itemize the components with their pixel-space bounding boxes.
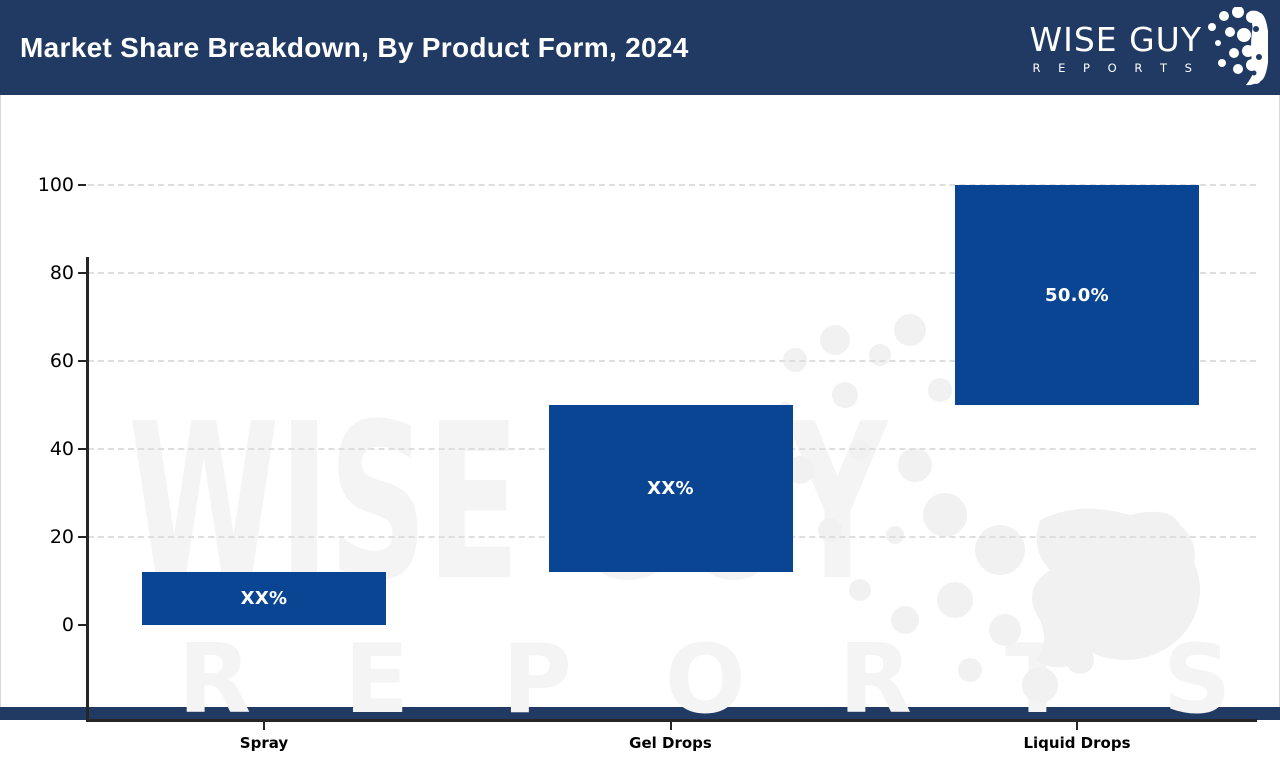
logo-face-icon xyxy=(1208,7,1268,86)
y-tick-100 xyxy=(78,184,86,186)
bar-value-label: 50.0% xyxy=(1045,284,1109,306)
x-label-spray: Spray xyxy=(239,734,289,752)
y-tick-label-0: 0 xyxy=(61,614,74,636)
header-bar: Market Share Breakdown, By Product Form,… xyxy=(0,0,1280,95)
y-tick-label-60: 60 xyxy=(49,350,74,372)
y-tick-label-100: 100 xyxy=(37,174,74,196)
gridline-80 xyxy=(88,272,1256,274)
left-frame-border xyxy=(0,95,1,707)
bar-spray: XX% xyxy=(142,572,386,625)
x-tick-0 xyxy=(263,722,265,730)
gridline-100 xyxy=(88,184,1256,186)
x-label-gel-drops: Gel Drops xyxy=(629,734,712,752)
y-tick-60 xyxy=(78,360,86,362)
y-tick-0 xyxy=(78,624,86,626)
y-tick-80 xyxy=(78,272,86,274)
gridline-60 xyxy=(88,360,1256,362)
bar-liquid-drops: 50.0% xyxy=(955,185,1199,405)
logo-brand-text: WISE GUY xyxy=(1029,19,1202,59)
y-tick-20 xyxy=(78,536,86,538)
wiseguy-logo: WISE GUY R E P O R T S xyxy=(1029,6,1268,90)
x-axis-line xyxy=(86,719,1257,722)
x-tick-2 xyxy=(1076,722,1078,730)
y-tick-label-80: 80 xyxy=(49,262,74,284)
y-axis-line xyxy=(86,257,89,721)
y-tick-label-40: 40 xyxy=(49,438,74,460)
watermark-dots-face xyxy=(740,314,1200,703)
logo-sub-text: R E P O R T S xyxy=(1032,60,1199,75)
footer-bar xyxy=(0,707,1280,720)
bar-value-label: XX% xyxy=(240,588,288,610)
chart-area: WISE GUY R E P O R T S 0 20 40 60 80 100 Spray… xyxy=(0,95,1280,752)
page-title: Market Share Breakdown, By Product Form,… xyxy=(20,31,689,63)
bar-value-label: XX% xyxy=(647,478,694,500)
x-tick-1 xyxy=(669,722,672,730)
x-label-liquid-drops: Liquid Drops xyxy=(1023,734,1131,752)
bar-gel-drops: XX% xyxy=(548,405,793,573)
y-tick-label-20: 20 xyxy=(49,526,74,548)
y-tick-40 xyxy=(78,448,86,450)
